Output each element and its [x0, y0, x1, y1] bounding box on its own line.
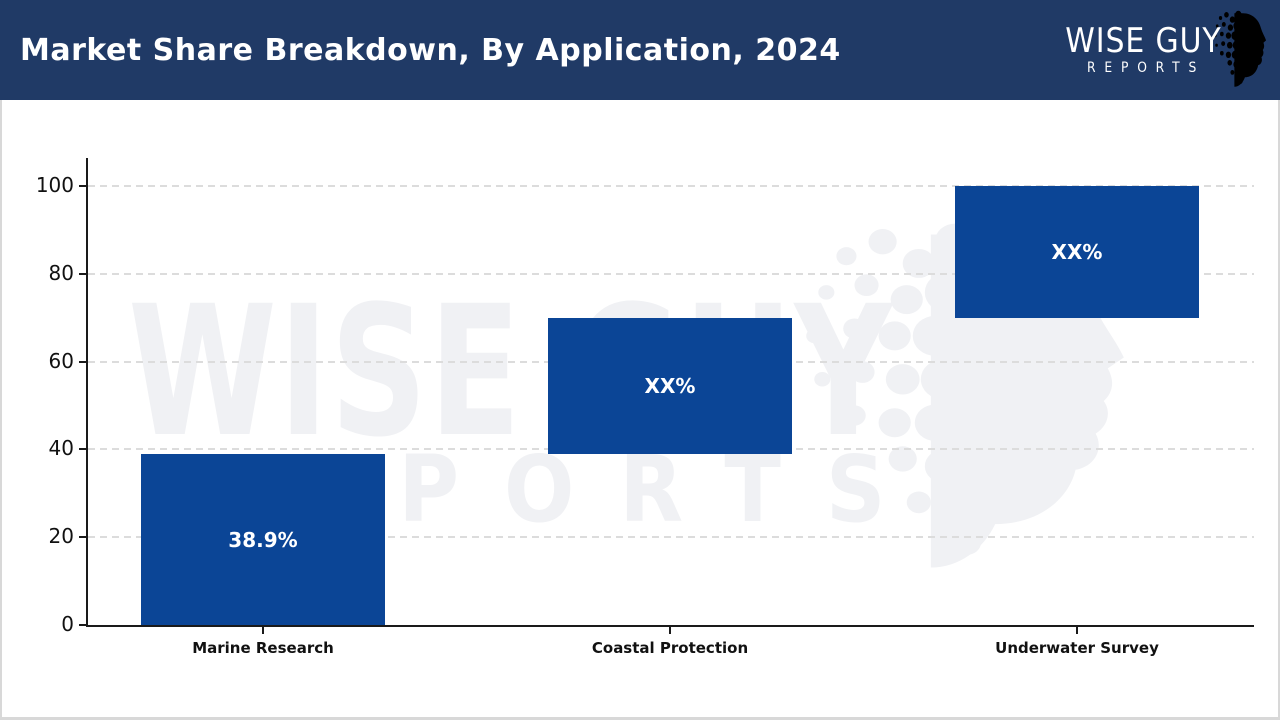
x-tick-mark [669, 627, 671, 634]
header-bar: Market Share Breakdown, By Application, … [0, 0, 1280, 100]
gridline [88, 185, 1254, 187]
y-axis-line [86, 158, 88, 627]
y-tick-label: 80 [48, 260, 74, 285]
y-tick-mark [79, 448, 88, 451]
y-tick-mark [79, 185, 88, 187]
x-category-label: Coastal Protection [591, 639, 749, 657]
x-category-label: Marine Research [192, 639, 334, 657]
y-tick-label: 100 [35, 173, 74, 197]
brand-logo: WISE GUY REPORTS [1044, 6, 1272, 94]
bar: 38.9% [141, 454, 385, 625]
logo-wordmark: WISE GUY [1065, 21, 1222, 62]
gridline [88, 536, 1254, 539]
bar: XX% [955, 186, 1199, 318]
y-tick-label: 40 [48, 436, 74, 461]
x-tick-mark [1076, 627, 1078, 634]
brand-logo-text: WISE GUY REPORTS [1065, 21, 1222, 76]
y-tick-label: 60 [48, 348, 74, 373]
y-tick-mark [79, 536, 88, 539]
bar: XX% [548, 317, 792, 455]
x-category-label: Underwater Survey [995, 639, 1159, 657]
logo-subtitle: REPORTS [1087, 59, 1206, 76]
gridline [88, 272, 1254, 275]
bar-value-label: XX% [644, 373, 696, 398]
x-tick-mark [262, 627, 264, 634]
y-tick-mark [79, 272, 88, 275]
y-tick-mark [79, 360, 88, 363]
y-tick-label: 0 [61, 612, 74, 636]
y-tick-label: 20 [48, 524, 74, 549]
bar-value-label: XX% [1051, 239, 1103, 264]
y-tick-mark [79, 624, 88, 626]
x-axis-line [86, 625, 1254, 627]
page-title: Market Share Breakdown, By Application, … [20, 32, 841, 68]
bar-value-label: 38.9% [228, 527, 298, 552]
